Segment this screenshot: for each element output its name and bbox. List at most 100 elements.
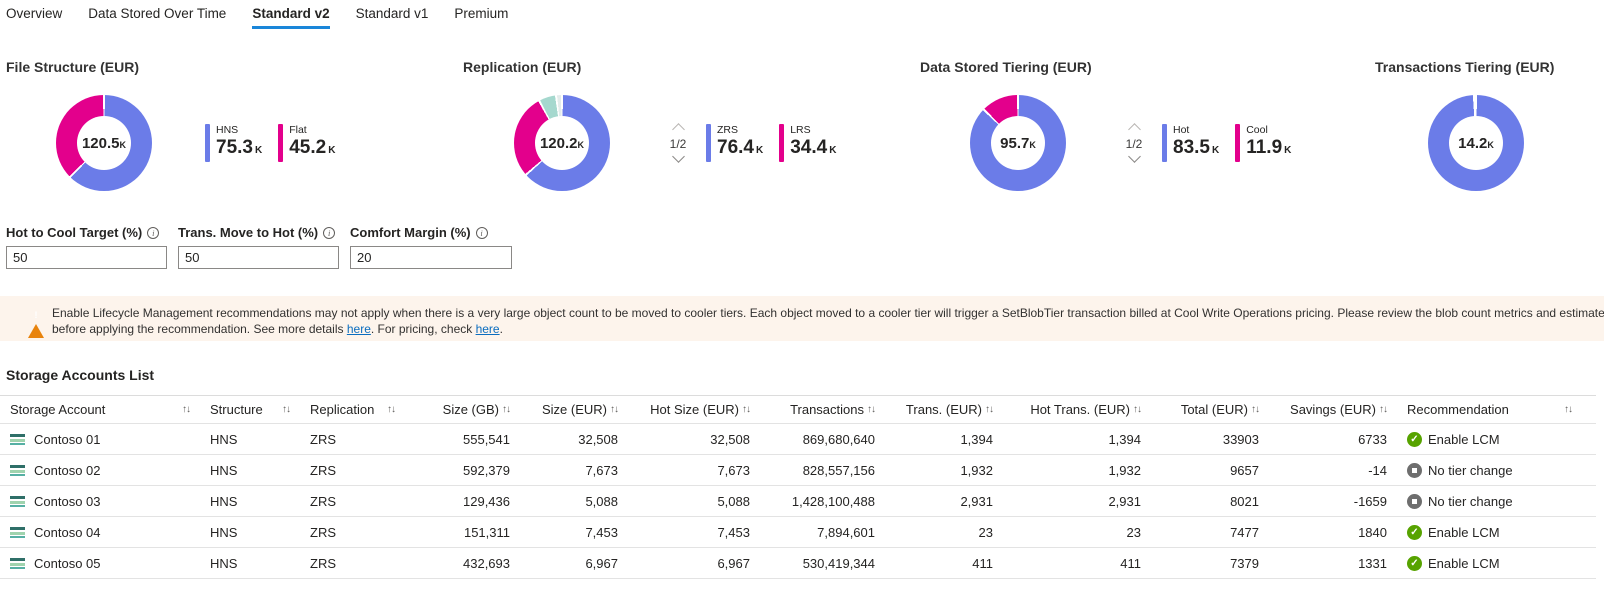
sort-icon[interactable]: ↑↓ (282, 404, 291, 415)
info-icon[interactable]: i (475, 226, 488, 239)
cell-savings-eur: -14 (1368, 462, 1387, 478)
legend-page-up-icon[interactable] (671, 123, 685, 136)
storage-account-icon (10, 557, 25, 569)
cell-size-gb: 592,379 (463, 462, 510, 478)
cell-transactions: 530,419,344 (802, 555, 875, 571)
details-link[interactable]: here (346, 321, 371, 336)
sort-icon[interactable]: ↑↓ (502, 404, 511, 415)
table-row[interactable]: Contoso 01 HNS ZRS 555,541 32,508 32,508 869,6… (0, 424, 1596, 455)
legend-item-cool[interactable]: Cool 11.9 K (1235, 124, 1291, 162)
info-icon[interactable]: i (323, 226, 336, 239)
sort-icon[interactable]: ↑↓ (1564, 404, 1573, 415)
cell-transactions: 1,428,100,488 (791, 493, 875, 509)
sort-icon[interactable]: ↑↓ (182, 404, 191, 415)
column-header-savings-eur[interactable]: Savings (EUR) ↑↓ (1290, 402, 1388, 417)
table-row[interactable]: Contoso 03 HNS ZRS 129,436 5,088 5,088 1,428,1… (0, 486, 1596, 517)
cell-total-eur: 8021 (1230, 493, 1259, 509)
sort-icon[interactable]: ↑↓ (867, 404, 876, 415)
column-header-total-eur[interactable]: Total (EUR) ↑↓ (1180, 402, 1260, 417)
table-header-row: Storage Account ↑↓ Structure ↑↓ Replication ↑… (0, 396, 1596, 424)
cell-replication: ZRS (310, 431, 336, 447)
cell-structure: HNS (210, 555, 238, 571)
column-header-size-eur[interactable]: Size (EUR) ↑↓ (541, 402, 619, 417)
tab-premium[interactable]: Premium (454, 6, 509, 21)
donut-center: 14.2K (1449, 116, 1503, 170)
table-row[interactable]: Contoso 05 HNS ZRS 432,693 6,967 6,967 530,419… (0, 548, 1596, 579)
legend-value: 76.4 K (717, 137, 764, 158)
column-header-trans-eur[interactable]: Trans. (EUR) ↑↓ (905, 402, 994, 417)
chart-title: Transactions Tiering (EUR) (1375, 59, 1555, 75)
check-circle-icon (1407, 524, 1422, 540)
legend-item-hot[interactable]: Hot 83.5 K (1162, 124, 1219, 162)
cell-recommendation: Enable LCM (1397, 555, 1582, 571)
chart-title: Data Stored Tiering (EUR) (920, 59, 1092, 75)
cell-size-eur: 5,088 (585, 493, 618, 509)
legend-pager: 1/2 (1122, 123, 1146, 163)
sort-icon[interactable]: ↑↓ (742, 404, 751, 415)
legend-item-hns[interactable]: HNS 75.3 K (205, 124, 262, 162)
column-header-size-gb[interactable]: Size (GB) ↑↓ (442, 402, 511, 417)
info-icon[interactable]: i (147, 226, 160, 239)
trans-move-to-hot--input[interactable] (178, 246, 339, 269)
sort-icon[interactable]: ↑↓ (1133, 404, 1142, 415)
chart-legend: ZRS 76.4 K LRS 34.4 K (690, 124, 836, 162)
storage-account-icon (10, 433, 25, 445)
table-row[interactable]: Contoso 02 HNS ZRS 592,379 7,673 7,673 828,557… (0, 455, 1596, 486)
sort-icon[interactable]: ↑↓ (1251, 404, 1260, 415)
donut-chart[interactable]: 95.7K (970, 95, 1066, 191)
parameter: Comfort Margin (%) i (350, 225, 512, 269)
legend-label: ZRS (717, 124, 738, 136)
cell-size-gb: 129,436 (463, 493, 510, 509)
cell-replication: ZRS (310, 493, 336, 509)
cell-account: Contoso 02 (0, 463, 200, 478)
hot-to-cool-target--input[interactable] (6, 246, 167, 269)
cell-size-eur: 7,453 (585, 524, 618, 540)
parameter: Hot to Cool Target (%) i (6, 225, 167, 269)
legend-page-down-icon[interactable] (671, 150, 685, 163)
cell-account: Contoso 03 (0, 494, 200, 509)
column-header-replication[interactable]: Replication ↑↓ (310, 402, 396, 417)
sort-icon[interactable]: ↑↓ (1379, 404, 1388, 415)
chart-title: File Structure (EUR) (6, 59, 140, 75)
parameter-label: Trans. Move to Hot (%) (178, 225, 319, 240)
tab-standard-v1[interactable]: Standard v1 (355, 6, 429, 21)
sort-icon[interactable]: ↑↓ (985, 404, 994, 415)
legend-swatch (779, 124, 785, 162)
column-header-hot-size-eur[interactable]: Hot Size (EUR) ↑↓ (650, 402, 751, 417)
donut-chart[interactable]: 14.2K (1428, 95, 1524, 191)
legend-value: 11.9 K (1246, 137, 1292, 158)
cell-size-eur: 6,967 (585, 555, 618, 571)
cell-structure: HNS (210, 462, 238, 478)
column-header-structure[interactable]: Structure ↑↓ (210, 402, 291, 417)
sort-icon[interactable]: ↑↓ (387, 404, 396, 415)
column-header-recommendation[interactable]: Recommendation ↑↓ (1407, 402, 1573, 417)
sort-icon[interactable]: ↑↓ (610, 404, 619, 415)
column-header-account[interactable]: Storage Account ↑↓ (10, 402, 191, 417)
cell-total-eur: 33903 (1222, 431, 1259, 447)
chart-legend: HNS 75.3 K Flat 45.2 K (152, 124, 335, 162)
cell-account: Contoso 05 (0, 556, 200, 571)
tab-standard-v2[interactable]: Standard v2 (252, 6, 330, 29)
legend-label: Hot (1173, 124, 1190, 136)
donut-center: 120.2K (535, 116, 589, 170)
cell-hot-size-eur: 32,508 (710, 431, 750, 447)
comfort-margin--input[interactable] (350, 246, 512, 269)
pricing-link[interactable]: here (475, 321, 500, 336)
tab-data-stored-over-time[interactable]: Data Stored Over Time (88, 6, 227, 21)
legend-item-lrs[interactable]: LRS 34.4 K (779, 124, 836, 162)
donut-chart[interactable]: 120.5K (56, 95, 152, 191)
tab-overview[interactable]: Overview (6, 6, 63, 21)
column-header-transactions[interactable]: Transactions ↑↓ (790, 402, 876, 417)
cell-savings-eur: 1331 (1358, 555, 1387, 571)
parameter-label: Comfort Margin (%) (350, 225, 471, 240)
legend-swatch (278, 124, 284, 162)
donut-center: 95.7K (991, 116, 1045, 170)
legend-value: 45.2 K (289, 137, 336, 158)
donut-chart[interactable]: 120.2K (514, 95, 610, 191)
legend-item-flat[interactable]: Flat 45.2 K (278, 124, 335, 162)
column-header-hot-trans-eur[interactable]: Hot Trans. (EUR) ↑↓ (1030, 402, 1142, 417)
legend-page-up-icon[interactable] (1127, 123, 1141, 136)
table-row[interactable]: Contoso 04 HNS ZRS 151,311 7,453 7,453 7,894,6… (0, 517, 1596, 548)
legend-page-down-icon[interactable] (1127, 150, 1141, 163)
legend-item-zrs[interactable]: ZRS 76.4 K (706, 124, 763, 162)
